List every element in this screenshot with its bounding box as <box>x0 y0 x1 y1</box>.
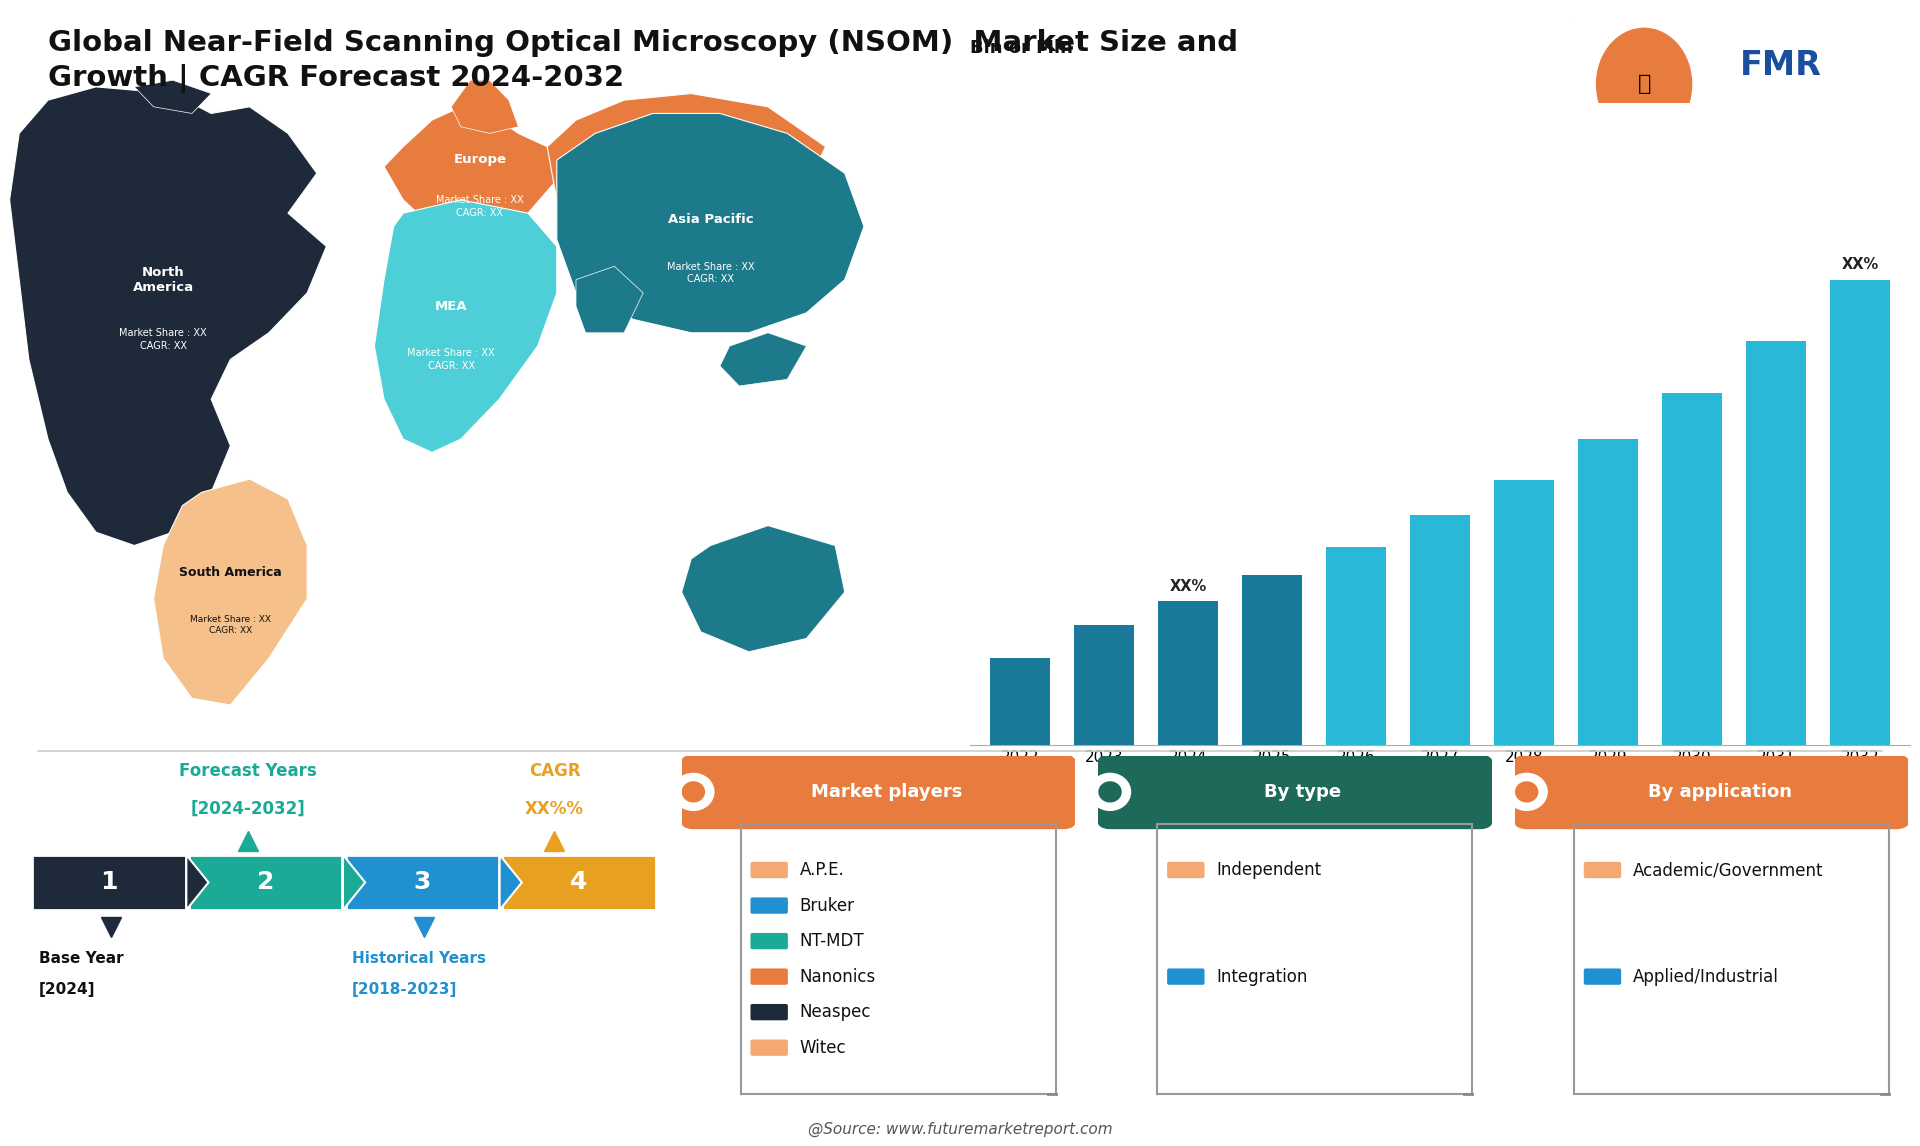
FancyBboxPatch shape <box>751 1004 787 1020</box>
Text: Integration: Integration <box>1217 967 1308 986</box>
Text: Market Share : XX
CAGR: XX: Market Share : XX CAGR: XX <box>190 615 271 635</box>
FancyBboxPatch shape <box>751 933 787 949</box>
FancyBboxPatch shape <box>503 855 657 910</box>
Polygon shape <box>10 87 326 545</box>
Text: CAGR: CAGR <box>528 762 580 780</box>
Text: Europe: Europe <box>453 154 507 166</box>
FancyBboxPatch shape <box>1167 968 1204 984</box>
Bar <box>1325 547 1386 745</box>
Text: [2024]: [2024] <box>38 982 96 997</box>
Text: South America: South America <box>179 566 282 579</box>
Polygon shape <box>451 80 518 133</box>
Circle shape <box>682 782 705 802</box>
Circle shape <box>1505 774 1548 810</box>
Text: By type: By type <box>1265 783 1342 801</box>
Circle shape <box>1098 782 1121 802</box>
Polygon shape <box>557 113 864 332</box>
Polygon shape <box>384 107 557 240</box>
Circle shape <box>1597 29 1692 140</box>
Text: Applied/Industrial: Applied/Industrial <box>1632 967 1778 986</box>
FancyBboxPatch shape <box>33 855 186 910</box>
Text: By application: By application <box>1647 783 1791 801</box>
Bar <box>1578 439 1638 745</box>
Bar <box>1745 340 1807 745</box>
Text: FUTURE MARKET REPORT: FUTURE MARKET REPORT <box>1724 120 1837 129</box>
Bar <box>1409 515 1471 745</box>
Bar <box>1073 625 1135 745</box>
Text: Independent: Independent <box>1217 861 1321 879</box>
Polygon shape <box>499 855 522 910</box>
Text: 3: 3 <box>413 871 430 894</box>
Circle shape <box>672 774 714 810</box>
Text: Base Year: Base Year <box>38 951 123 966</box>
Text: [2024-2032]: [2024-2032] <box>190 800 305 818</box>
FancyBboxPatch shape <box>751 968 787 984</box>
FancyBboxPatch shape <box>1572 15 1893 168</box>
Polygon shape <box>720 332 806 386</box>
Polygon shape <box>576 266 643 332</box>
Text: Bruker: Bruker <box>799 896 854 915</box>
Text: NT-MDT: NT-MDT <box>799 932 864 950</box>
Text: Asia Pacific: Asia Pacific <box>668 213 753 226</box>
FancyBboxPatch shape <box>751 897 787 913</box>
Text: A.P.E.: A.P.E. <box>799 861 845 879</box>
Text: FMR: FMR <box>1740 49 1822 83</box>
Bar <box>991 658 1050 745</box>
Circle shape <box>1089 774 1131 810</box>
Bar <box>1494 480 1555 745</box>
Text: Global Near-Field Scanning Optical Microscopy (NSOM)  Market Size and
Growth | C: Global Near-Field Scanning Optical Micro… <box>48 29 1238 93</box>
Text: Market players: Market players <box>810 783 962 801</box>
Text: Market Share : XX
CAGR: XX: Market Share : XX CAGR: XX <box>407 348 495 370</box>
Text: Market Share : XX
CAGR: XX: Market Share : XX CAGR: XX <box>119 328 207 351</box>
Text: 4: 4 <box>570 871 588 894</box>
Text: XX%: XX% <box>1169 579 1206 594</box>
Polygon shape <box>374 199 557 453</box>
FancyBboxPatch shape <box>346 855 499 910</box>
Text: 2: 2 <box>257 871 275 894</box>
Bar <box>1158 602 1217 745</box>
Text: 1: 1 <box>100 871 117 894</box>
Text: XX%: XX% <box>1841 258 1878 273</box>
Text: Neaspec: Neaspec <box>799 1003 872 1021</box>
Text: Forecast Years: Forecast Years <box>179 762 317 780</box>
Polygon shape <box>134 80 211 113</box>
FancyBboxPatch shape <box>188 855 342 910</box>
FancyBboxPatch shape <box>1096 754 1494 830</box>
Text: @Source: www.futuremarketreport.com: @Source: www.futuremarketreport.com <box>808 1122 1112 1137</box>
Text: Market Share : XX
CAGR: XX: Market Share : XX CAGR: XX <box>666 261 755 284</box>
Text: MEA: MEA <box>436 300 467 313</box>
FancyBboxPatch shape <box>1584 862 1620 878</box>
Text: North
America: North America <box>132 266 194 293</box>
FancyBboxPatch shape <box>1167 862 1204 878</box>
Bar <box>1242 575 1302 745</box>
Bar <box>1830 280 1891 745</box>
Circle shape <box>1515 782 1538 802</box>
Text: Witec: Witec <box>799 1038 847 1057</box>
Text: [2018-2023]: [2018-2023] <box>351 982 457 997</box>
FancyBboxPatch shape <box>680 754 1077 830</box>
FancyBboxPatch shape <box>751 862 787 878</box>
Polygon shape <box>344 855 365 910</box>
FancyBboxPatch shape <box>1513 754 1910 830</box>
Text: Historical Years: Historical Years <box>351 951 486 966</box>
Polygon shape <box>154 479 307 705</box>
Text: XX%%: XX%% <box>524 800 584 818</box>
Text: Bln or Mln: Bln or Mln <box>970 39 1073 57</box>
Polygon shape <box>547 94 826 213</box>
Polygon shape <box>186 855 209 910</box>
FancyBboxPatch shape <box>1584 968 1620 984</box>
Text: Market Share : XX
CAGR: XX: Market Share : XX CAGR: XX <box>436 195 524 218</box>
FancyBboxPatch shape <box>751 1039 787 1055</box>
Bar <box>1663 393 1722 745</box>
Text: Academic/Government: Academic/Government <box>1632 861 1824 879</box>
Text: Nanonics: Nanonics <box>799 967 876 986</box>
Text: 🔭: 🔭 <box>1638 74 1651 94</box>
Polygon shape <box>682 526 845 652</box>
